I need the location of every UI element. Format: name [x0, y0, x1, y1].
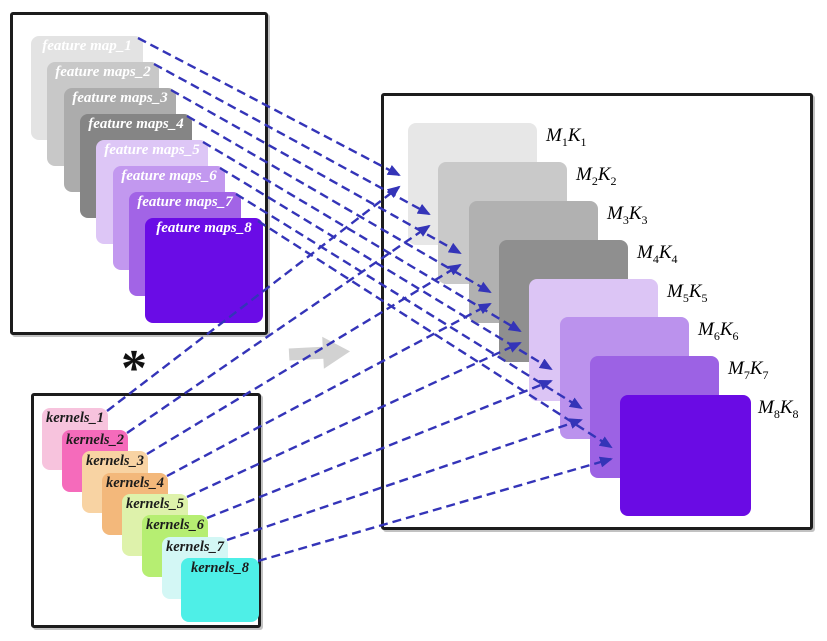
- feature-map-label-2: feature maps_2: [55, 64, 151, 80]
- output-label-m5k5: M5K5: [667, 281, 708, 305]
- feature-maps-box: feature map_1 feature maps_2 feature map…: [10, 12, 268, 335]
- kernels-box: kernels_1 kernels_2 kernels_3 kernels_4 …: [31, 393, 261, 628]
- output-label-m6k6: M6K6: [698, 319, 739, 343]
- kernel-square-8: kernels_8: [181, 558, 259, 622]
- output-label-m3k3: M3K3: [607, 203, 648, 227]
- kernel-label-7: kernels_7: [166, 539, 224, 555]
- feature-map-label-7: feature maps_7: [137, 194, 233, 210]
- output-label-m4k4: M4K4: [637, 242, 678, 266]
- outputs-box: M1K1 M2K2 M3K3 M4K4 M5K5 M6K6 M7K7 M8K8: [381, 93, 813, 530]
- kernel-label-2: kernels_2: [66, 432, 124, 448]
- kernel-label-4: kernels_4: [106, 475, 164, 491]
- output-square-8: [620, 395, 751, 516]
- transform-arrow-icon: [288, 336, 351, 369]
- feature-map-label-1: feature map_1: [42, 38, 132, 54]
- output-label-m8k8: M8K8: [758, 397, 799, 421]
- feature-map-square-8: feature maps_8: [145, 218, 263, 323]
- output-label-m2k2: M2K2: [576, 164, 617, 188]
- feature-map-label-6: feature maps_6: [121, 168, 217, 184]
- kernel-label-8: kernels_8: [191, 560, 249, 576]
- kernel-label-5: kernels_5: [126, 496, 184, 512]
- feature-map-label-5: feature maps_5: [104, 142, 200, 158]
- output-label-m1k1: M1K1: [546, 125, 587, 149]
- feature-map-label-4: feature maps_4: [88, 116, 184, 132]
- kernel-label-3: kernels_3: [86, 453, 144, 469]
- kernel-label-1: kernels_1: [46, 410, 104, 426]
- kernel-label-6: kernels_6: [146, 517, 204, 533]
- feature-map-label-8: feature maps_8: [156, 220, 252, 236]
- convolution-operator: *: [121, 340, 147, 397]
- feature-map-label-3: feature maps_3: [72, 90, 168, 106]
- output-label-m7k7: M7K7: [728, 358, 769, 382]
